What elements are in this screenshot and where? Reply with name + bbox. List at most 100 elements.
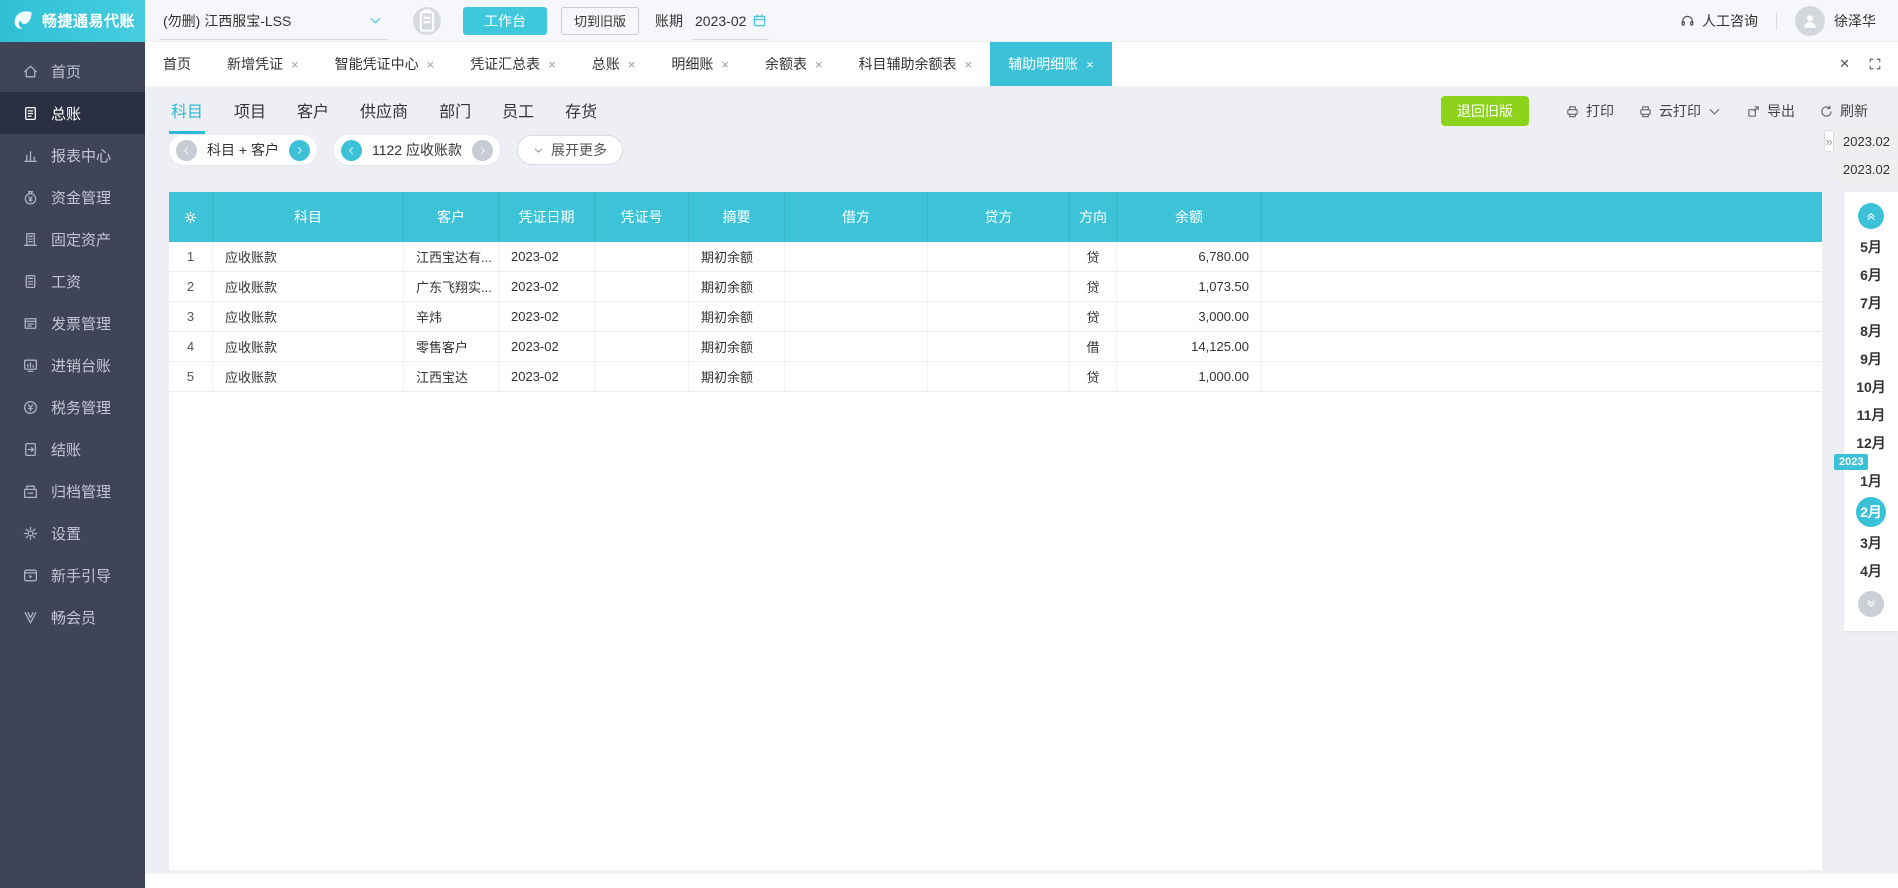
table-row[interactable]: 4 应收账款 零售客户 2023-02 期初余额 借 14,125.00 — [169, 332, 1822, 362]
sidebar-item-settings[interactable]: 设置 — [0, 512, 145, 554]
sidebar-item-label: 新手引导 — [51, 567, 112, 585]
table-row[interactable]: 2 应收账款 广东飞翔实... 2023-02 期初余额 贷 1,073.50 — [169, 272, 1822, 302]
sidebar-item-payroll[interactable]: 工资 — [0, 260, 145, 302]
close-icon[interactable]: × — [627, 56, 636, 72]
table-row[interactable]: 5 应收账款 江西宝达 2023-02 期初余额 贷 1,000.00 — [169, 362, 1822, 392]
sidebar-item-funds[interactable]: 资金管理 — [0, 176, 145, 218]
refresh-button[interactable]: 刷新 — [1819, 101, 1868, 121]
aux-detail-table: 科目 客户 凭证日期 凭证号 摘要 借方 贷方 方向 余额 1 应收账款 江西宝达有... 2023-… — [169, 192, 1822, 870]
filter-row: 科目 + 客户 1122 应收账款 展开更多 — [169, 135, 623, 165]
subtab-project[interactable]: 项目 — [234, 104, 267, 121]
avatar[interactable] — [1795, 5, 1825, 36]
print-button[interactable]: 打印 — [1565, 101, 1614, 121]
close-icon[interactable]: × — [548, 56, 556, 72]
horizontal-scrollbar-track[interactable] — [145, 874, 1898, 888]
summary-cell: 期初余额 — [689, 332, 785, 361]
sidebar-item-fixed-assets[interactable]: 固定资产 — [0, 218, 145, 260]
summary-cell: 期初余额 — [689, 302, 785, 331]
scroll-up-button[interactable] — [1858, 203, 1884, 229]
close-icon[interactable]: ✕ — [1839, 56, 1850, 71]
close-icon[interactable]: × — [814, 56, 823, 72]
close-icon[interactable]: × — [1086, 56, 1094, 72]
sidebar-item-member[interactable]: 畅会员 — [0, 596, 145, 638]
sidebar-item-tax[interactable]: 税务管理 — [0, 386, 145, 428]
tab-subject-aux-balance[interactable]: 科目辅助余额表 × — [841, 42, 991, 86]
month-2[interactable]: 2月 — [1856, 497, 1886, 527]
purchase-sales-icon — [22, 357, 39, 374]
month-8[interactable]: 8月 — [1860, 323, 1882, 339]
close-icon[interactable]: × — [291, 56, 299, 72]
month-6[interactable]: 6月 — [1860, 267, 1882, 283]
chevron-right-icon[interactable] — [471, 139, 493, 161]
close-icon[interactable]: × — [426, 56, 435, 72]
close-icon[interactable]: × — [964, 56, 973, 72]
consult-link[interactable]: 人工咨询 — [1680, 11, 1758, 31]
sidebar-item-beginner-guide[interactable]: 新手引导 — [0, 554, 145, 596]
month-10[interactable]: 10月 — [1856, 379, 1886, 395]
company-selector[interactable]: (勿删) 江西服宝-LSS — [159, 10, 387, 40]
back-to-old-button[interactable]: 退回旧版 — [1441, 96, 1529, 126]
fullscreen-icon[interactable] — [1868, 57, 1882, 71]
switch-old-version-button[interactable]: 切到旧版 — [561, 6, 640, 35]
workbench-button[interactable]: 工作台 — [463, 6, 547, 35]
month-9[interactable]: 9月 — [1860, 351, 1882, 367]
tab-general-ledger[interactable]: 总账 × — [574, 42, 654, 86]
subtab-employee[interactable]: 员工 — [502, 104, 535, 121]
month-11[interactable]: 11月 — [1856, 407, 1886, 423]
table-settings-cell[interactable] — [169, 192, 213, 242]
sidebar-item-closing[interactable]: 结账 — [0, 428, 145, 470]
debit-cell — [785, 332, 928, 361]
chevron-left-icon[interactable] — [340, 139, 362, 161]
tab-smart-voucher-center[interactable]: 智能凭证中心 × — [317, 42, 453, 86]
scroll-down-button[interactable] — [1858, 591, 1884, 617]
tab-aux-detail-ledger[interactable]: 辅助明细账 × — [990, 42, 1112, 86]
table-row[interactable]: 3 应收账款 辛炜 2023-02 期初余额 贷 3,000.00 — [169, 302, 1822, 332]
cloud-print-button[interactable]: 云打印 — [1638, 101, 1722, 121]
dimension-filter-pill[interactable]: 科目 + 客户 — [169, 135, 317, 165]
direction-cell: 贷 — [1070, 362, 1117, 391]
sidebar-item-general-ledger[interactable]: 总账 — [0, 92, 145, 134]
close-icon[interactable]: × — [721, 56, 729, 72]
account-filter-pill[interactable]: 1122 应收账款 — [333, 135, 500, 165]
tab-label: 余额表 — [764, 56, 807, 72]
sidebar-item-report-center[interactable]: 报表中心 — [0, 134, 145, 176]
tab-detail-ledger[interactable]: 明细账 × — [653, 42, 747, 86]
subtab-supplier[interactable]: 供应商 — [360, 104, 409, 121]
month-4[interactable]: 4月 — [1860, 563, 1882, 579]
subtab-customer[interactable]: 客户 — [297, 104, 330, 121]
voucher-no-cell — [595, 272, 689, 301]
month-1[interactable]: 1月 — [1860, 473, 1882, 489]
month-3[interactable]: 3月 — [1860, 535, 1882, 551]
collapse-rail-button[interactable]: » — [1824, 130, 1834, 152]
tab-home[interactable]: 首页 — [145, 42, 209, 86]
period-chip[interactable]: 2023.02 — [1834, 130, 1898, 153]
subtab-subject[interactable]: 科目 — [169, 88, 206, 134]
tab-new-voucher[interactable]: 新增凭证 × — [209, 42, 317, 86]
month-5[interactable]: 5月 — [1860, 239, 1882, 255]
tab-voucher-summary[interactable]: 凭证汇总表 × — [452, 42, 574, 86]
subtab-department[interactable]: 部门 — [439, 104, 472, 121]
sidebar-item-label: 税务管理 — [51, 399, 112, 417]
subtab-inventory[interactable]: 存货 — [565, 104, 598, 121]
expand-more-button[interactable]: 展开更多 — [516, 135, 623, 165]
export-button[interactable]: 导出 — [1746, 101, 1795, 121]
sidebar-item-archive[interactable]: 归档管理 — [0, 470, 145, 512]
chevron-right-icon[interactable] — [288, 139, 310, 161]
credit-cell — [928, 242, 1070, 271]
tab-balance-table[interactable]: 余额表 × — [747, 42, 841, 86]
period-selector[interactable]: 2023-02 — [693, 10, 770, 40]
balance-cell: 3,000.00 — [1117, 302, 1262, 331]
sidebar-item-invoice[interactable]: 发票管理 — [0, 302, 145, 344]
period-chip[interactable]: 2023.02 — [1834, 158, 1898, 181]
month-7[interactable]: 7月 — [1860, 295, 1882, 311]
month-12[interactable]: 12月 — [1856, 435, 1886, 451]
clipboard-icon[interactable] — [413, 6, 441, 35]
year-badge: 2023 — [1834, 454, 1869, 470]
chevron-left-icon[interactable] — [176, 139, 197, 161]
sidebar-item-home[interactable]: 首页 — [0, 50, 145, 92]
member-icon — [22, 609, 39, 626]
table-row[interactable]: 1 应收账款 江西宝达有... 2023-02 期初余额 贷 6,780.00 — [169, 242, 1822, 272]
period-label: 账期 — [655, 12, 684, 29]
sidebar-item-purchase-sales-ledger[interactable]: 进销台账 — [0, 344, 145, 386]
